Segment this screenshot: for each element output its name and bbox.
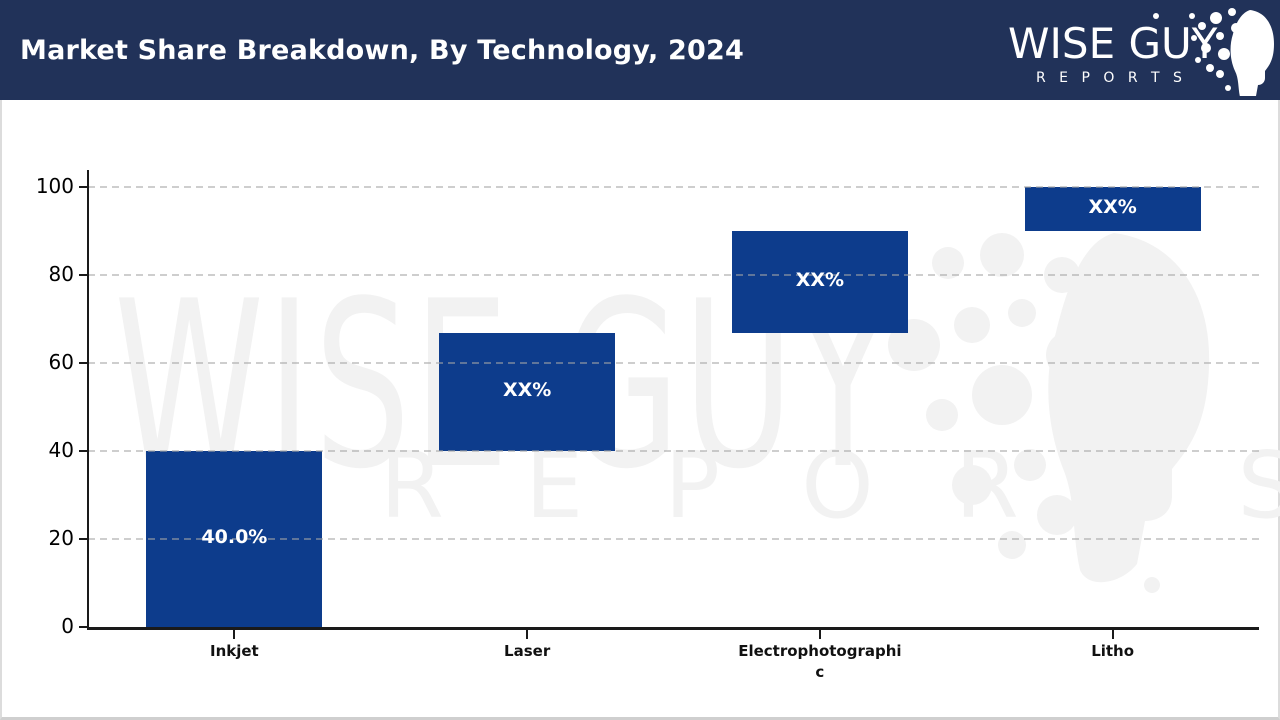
y-tick-label-20: 20	[48, 525, 74, 550]
y-tick-label-80: 80	[48, 261, 74, 286]
bar-litho	[1024, 186, 1201, 231]
bar-value-label-inkjet: 40.0%	[201, 525, 268, 548]
x-axis-line	[87, 627, 1259, 630]
logo-reports-text: R E P O R T S	[1036, 70, 1186, 86]
x-tick-label-litho: Litho	[1091, 642, 1135, 660]
y-tick-60	[79, 361, 88, 364]
y-tick-label-100: 100	[35, 173, 74, 198]
x-tick-electrophotographic	[818, 630, 821, 639]
brand-logo: WISE GUY R E P O R T S	[1008, 8, 1274, 96]
gridline-20	[88, 537, 1259, 540]
logo-wordmark: WISE GUY	[1008, 19, 1218, 68]
y-tick-label-60: 60	[48, 349, 74, 374]
x-tick-inkjet	[233, 630, 236, 639]
x-tick-label-inkjet: Inkjet	[210, 642, 259, 660]
gridline-80	[88, 273, 1259, 276]
y-tick-label-0: 0	[61, 614, 74, 638]
y-axis-line	[87, 170, 89, 629]
x-tick-label-electrophotographic: Electrophotographic	[738, 642, 902, 681]
gridline-100	[88, 185, 1259, 188]
gridline-40	[88, 449, 1259, 452]
gridline-60	[88, 361, 1259, 364]
page-title: Market Share Breakdown, By Technology, 2…	[20, 34, 745, 66]
x-tick-litho	[1111, 630, 1114, 639]
bar-electrophotographic	[731, 230, 908, 334]
x-tick-label-laser: Laser	[504, 642, 551, 660]
y-tick-80	[79, 273, 88, 276]
logo-face-icon	[1230, 10, 1274, 96]
y-tick-20	[79, 537, 88, 540]
x-tick-laser	[526, 630, 529, 639]
y-tick-40	[79, 449, 88, 452]
bar-value-label-litho: XX%	[1088, 195, 1137, 218]
bar-value-label-laser: XX%	[502, 378, 552, 401]
chart-area: WISE GUY R E P O R T S 0 20 40 60 80 100 40.0%…	[0, 100, 1280, 720]
bar-value-label-electrophotographic: XX%	[795, 268, 845, 291]
y-tick-0	[79, 626, 88, 628]
y-tick-100	[79, 185, 88, 188]
header: Market Share Breakdown, By Technology, 2…	[0, 0, 1280, 100]
y-tick-label-40: 40	[48, 437, 74, 462]
bar-laser	[439, 333, 616, 451]
